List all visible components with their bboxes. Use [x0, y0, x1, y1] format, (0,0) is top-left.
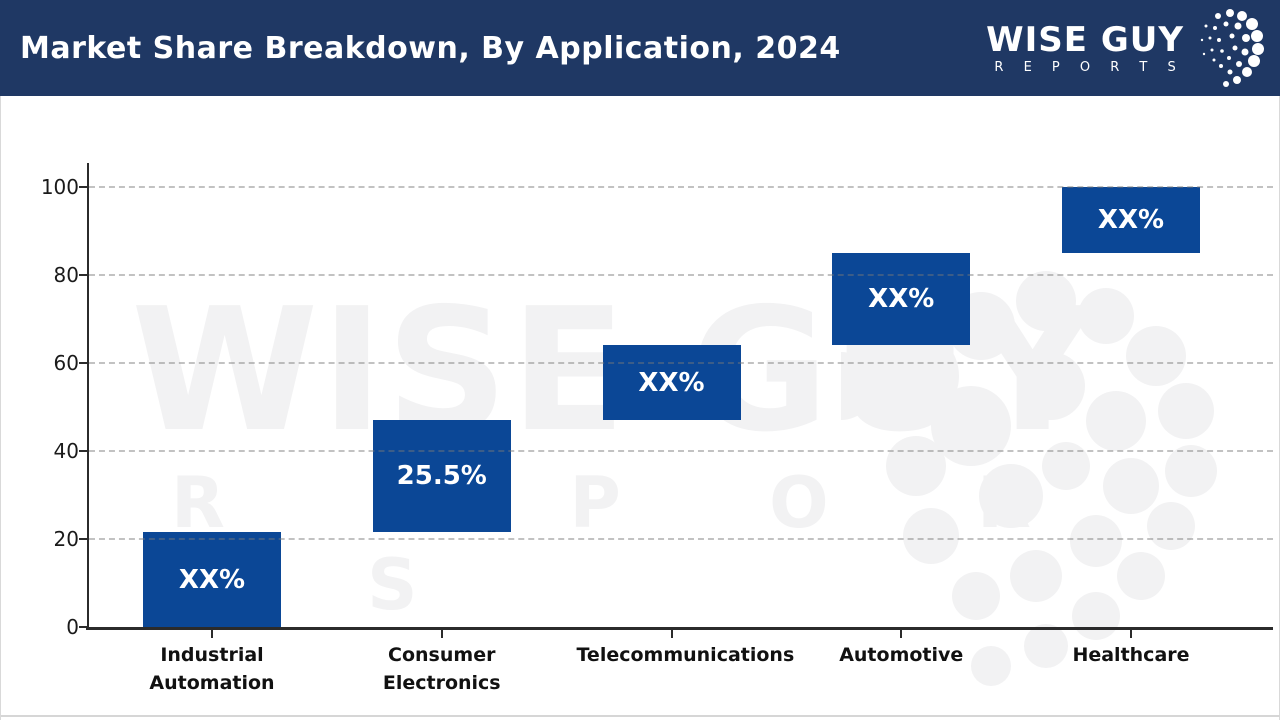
x-category-label: Healthcare	[1072, 644, 1190, 666]
y-tick-mark	[79, 362, 87, 364]
bar-healthcare: XX%	[1062, 187, 1200, 253]
y-tick-label: 60	[53, 351, 79, 375]
x-category-label: Industrial Automation	[149, 644, 275, 694]
x-tick-mark	[900, 630, 903, 638]
y-tick-mark	[79, 186, 87, 188]
bar-automotive: XX%	[832, 253, 971, 346]
bar-value-label: 25.5%	[396, 461, 487, 492]
bar-value-label: XX%	[868, 284, 935, 315]
bar-consumer-electronics: 25.5%	[372, 420, 511, 533]
grid-line	[89, 450, 1273, 452]
y-tick-label: 100	[40, 175, 79, 199]
grid-line	[89, 186, 1273, 188]
x-axis-spine	[86, 627, 1273, 630]
logo-head-icon	[1200, 9, 1264, 87]
header-bar: Market Share Breakdown, By Application, …	[0, 0, 1280, 96]
x-tick-mark	[1130, 630, 1132, 638]
y-tick-mark	[79, 626, 87, 628]
logo-text: WISE GUY R E P O R T S	[986, 22, 1184, 75]
y-tick-label: 80	[53, 263, 79, 287]
y-tick-label: 40	[53, 439, 79, 463]
bottom-border	[1, 715, 1280, 717]
x-tick-mark	[211, 630, 213, 638]
x-category-label: Telecommunications	[576, 644, 795, 666]
wiseguy-logo: WISE GUY R E P O R T S	[986, 6, 1266, 90]
y-tick-mark	[79, 274, 87, 276]
chart-area: WISE GUY R E P O R T S 020406080100XX%In…	[0, 96, 1280, 720]
x-tick-mark	[440, 630, 443, 638]
grid-line	[89, 362, 1273, 364]
y-tick-mark	[79, 450, 87, 452]
bar-value-label: XX%	[638, 367, 705, 398]
bar-industrial-automation: XX%	[143, 532, 281, 627]
bar-value-label: XX%	[178, 564, 246, 595]
bar-value-label: XX%	[1097, 205, 1165, 235]
logo-subtitle: R E P O R T S	[994, 59, 1184, 75]
grid-line	[89, 538, 1273, 540]
x-category-label: Consumer Electronics	[382, 644, 501, 694]
y-tick-mark	[79, 538, 87, 540]
y-tick-label: 20	[53, 527, 79, 551]
chart-title: Market Share Breakdown, By Application, …	[20, 30, 841, 66]
grid-line	[89, 274, 1273, 276]
x-tick-mark	[670, 630, 673, 638]
x-category-label: Automotive	[839, 644, 964, 666]
logo-wordmark: WISE GUY	[986, 19, 1184, 60]
y-axis-spine	[87, 163, 89, 629]
bar-telecommunications: XX%	[602, 345, 741, 421]
y-tick-label: 0	[66, 615, 79, 639]
